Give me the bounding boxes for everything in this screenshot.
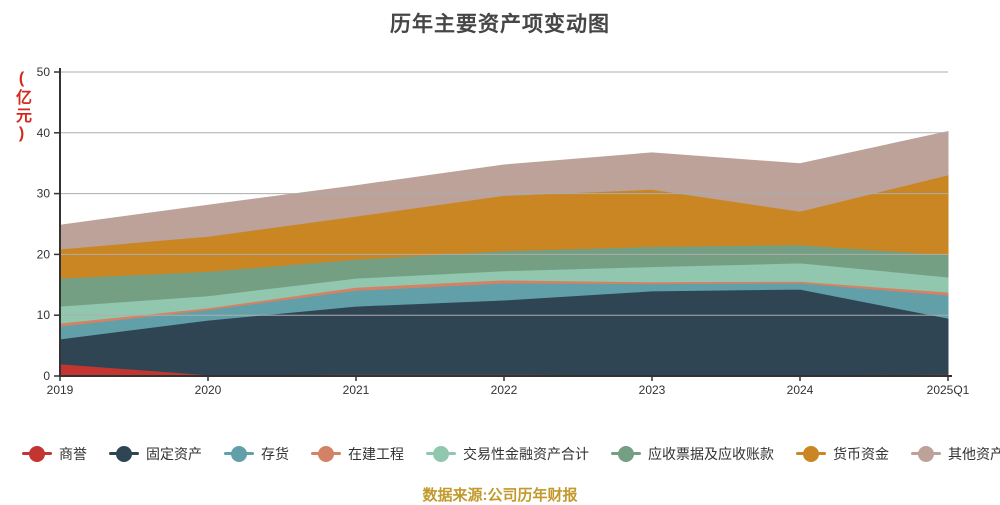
legend-label: 在建工程 xyxy=(348,446,404,462)
legend-item-8[interactable]: 其他资产 xyxy=(911,444,1000,464)
y-axis-tick-label: 20 xyxy=(37,247,51,261)
legend-label: 其他资产 xyxy=(948,446,1000,462)
legend-line-circle-icon xyxy=(22,446,52,462)
legend-label: 应收票据及应收账款 xyxy=(648,446,774,462)
x-axis-tick-label: 2022 xyxy=(491,383,518,397)
legend-label: 商誉 xyxy=(59,446,87,462)
x-axis-tick-label: 2020 xyxy=(195,383,222,397)
chart-title: 历年主要资产项变动图 xyxy=(390,13,610,36)
y-axis-tick-label: 30 xyxy=(37,187,51,201)
x-axis-tick-label: 2021 xyxy=(343,383,370,397)
legend-line-circle-icon xyxy=(109,446,139,462)
chart-legend: 商誉 固定资产 存货 在建工程 交易性金融资产合计 应收票据及应收账款 货币资金 其他资产 xyxy=(22,444,1000,464)
legend-line-circle-icon xyxy=(224,446,254,462)
legend-item-1[interactable]: 商誉 xyxy=(22,444,87,464)
legend-line-circle-icon xyxy=(911,446,941,462)
y-axis-unit-label: (亿元) xyxy=(13,70,30,144)
legend-line-circle-icon xyxy=(611,446,641,462)
legend-item-5[interactable]: 交易性金融资产合计 xyxy=(426,444,589,464)
legend-label: 货币资金 xyxy=(833,446,889,462)
legend-label: 存货 xyxy=(261,446,289,462)
x-axis-tick-label: 2024 xyxy=(787,383,814,397)
footer-source-note: 数据来源:公司历年财报 xyxy=(422,487,578,504)
y-axis-tick-label: 50 xyxy=(37,65,51,79)
x-axis-tick-label: 2019 xyxy=(47,383,74,397)
legend-item-6[interactable]: 应收票据及应收账款 xyxy=(611,444,774,464)
x-axis-tick-label: 2023 xyxy=(639,383,666,397)
y-axis-tick-label: 10 xyxy=(37,308,51,322)
legend-label: 交易性金融资产合计 xyxy=(463,446,589,462)
legend-label: 固定资产 xyxy=(146,446,202,462)
legend-item-2[interactable]: 固定资产 xyxy=(109,444,202,464)
y-axis-tick-label: 40 xyxy=(37,126,51,140)
y-axis-tick-label: 0 xyxy=(43,369,50,383)
legend-line-circle-icon xyxy=(796,446,826,462)
legend-item-3[interactable]: 存货 xyxy=(224,444,289,464)
legend-item-7[interactable]: 货币资金 xyxy=(796,444,889,464)
legend-line-circle-icon xyxy=(426,446,456,462)
area-series-8[interactable] xyxy=(59,130,949,250)
legend-item-4[interactable]: 在建工程 xyxy=(311,444,404,464)
legend-line-circle-icon xyxy=(311,446,341,462)
x-axis-tick-label: 2025Q1 xyxy=(927,383,970,397)
